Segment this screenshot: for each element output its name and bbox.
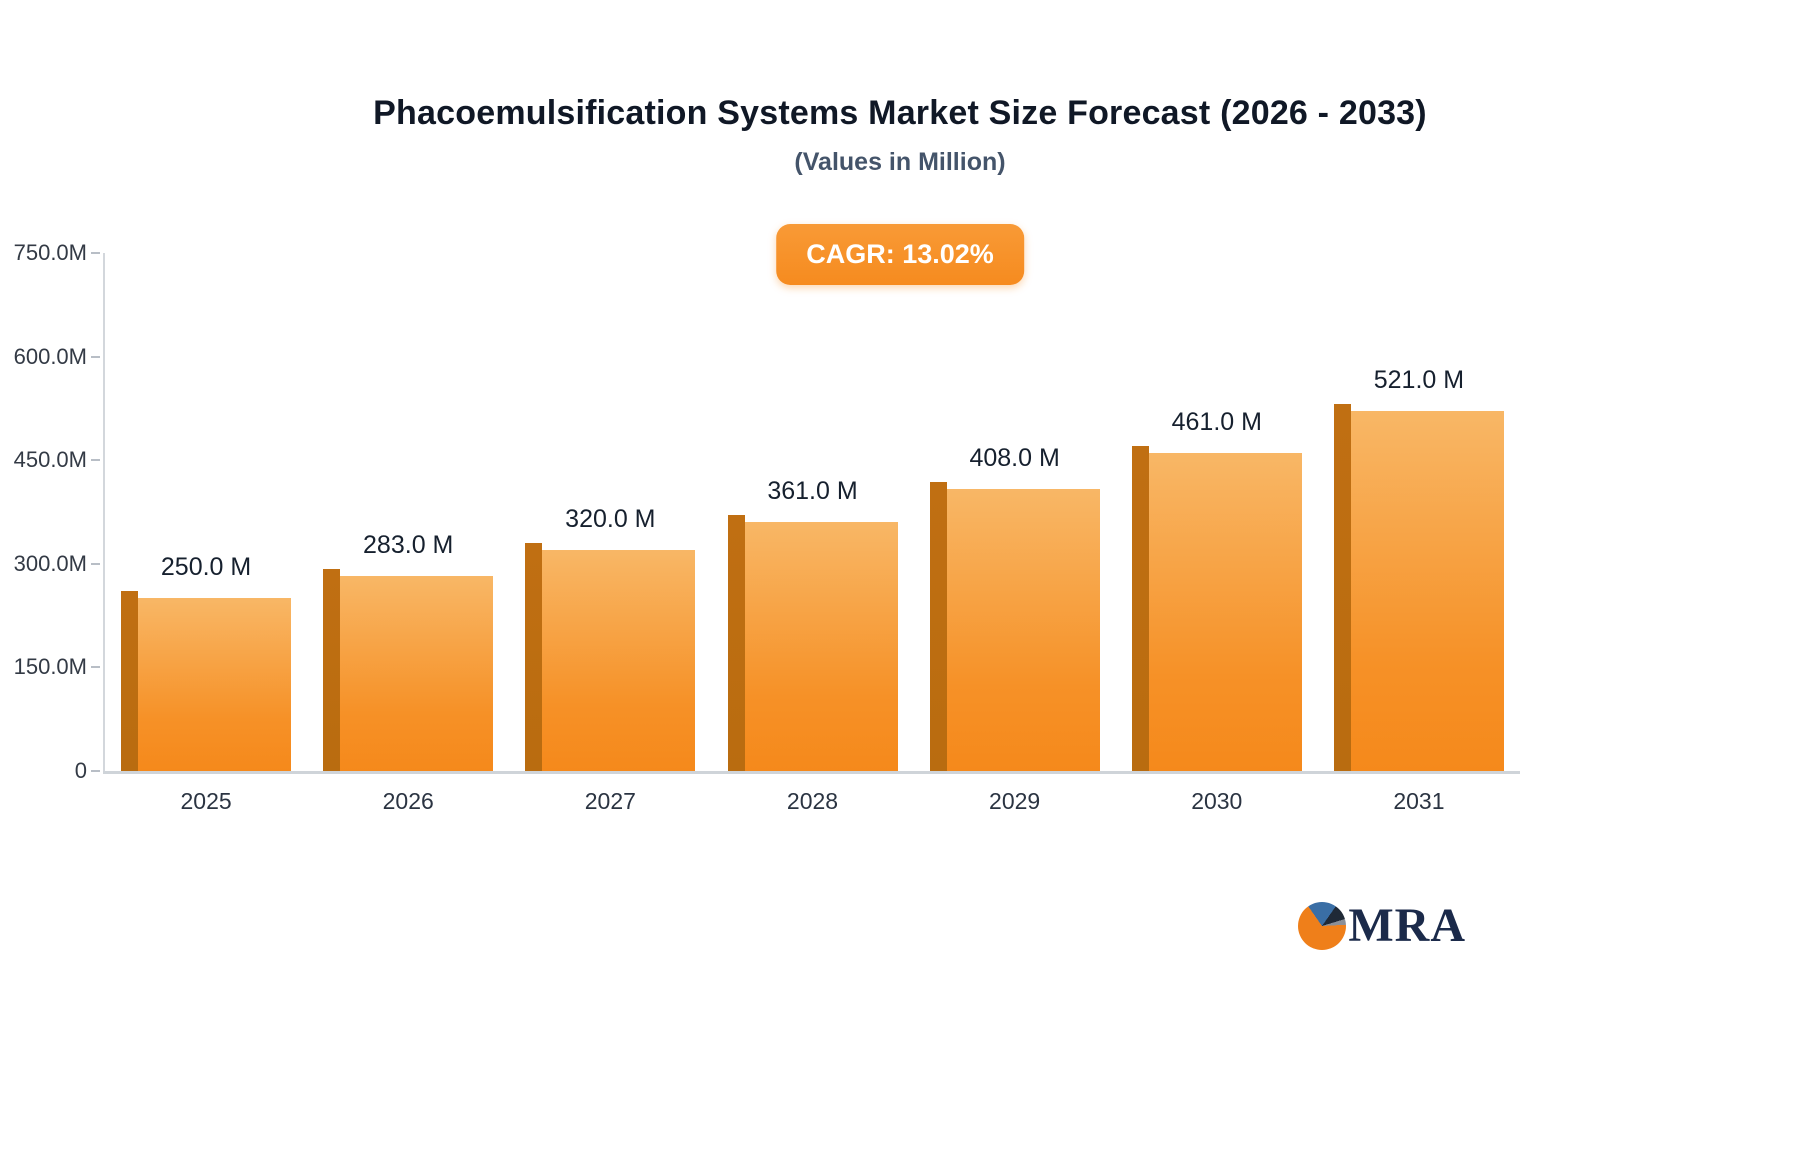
y-tick-mark xyxy=(91,562,100,565)
x-axis xyxy=(103,771,1520,774)
bar-side-face xyxy=(1131,445,1149,771)
y-tick-mark xyxy=(91,252,100,254)
bar-side-face xyxy=(1333,404,1351,771)
bar-side-face xyxy=(929,482,947,771)
plot-area: 0 150.0M 300.0M 450.0M 600.0M 750.0M 250.0 M 28… xyxy=(14,240,1520,783)
bar-value-label: 320.0 M xyxy=(565,505,656,533)
bar-front-face xyxy=(946,489,1100,771)
x-tick-label: 2029 xyxy=(989,788,1041,814)
bar-front-face xyxy=(744,521,898,771)
bar-value-label: 250.0 M xyxy=(160,553,252,582)
x-tick-label: 2027 xyxy=(584,788,636,814)
bar: 320.0 M xyxy=(525,505,696,771)
bar-front-face xyxy=(1350,411,1504,771)
x-tick-label: 2026 xyxy=(382,788,434,814)
bar: 250.0 M xyxy=(121,553,292,771)
x-tick-label: 2030 xyxy=(1191,788,1243,814)
bar-value-label: 408.0 M xyxy=(969,444,1060,473)
y-tick-label: 0 xyxy=(74,758,87,783)
y-tick-label: 450.0M xyxy=(13,447,87,473)
x-tick-label: 2031 xyxy=(1393,788,1445,814)
bar-front-face xyxy=(340,575,494,771)
x-tick-label: 2028 xyxy=(786,788,839,814)
bar: 283.0 M xyxy=(323,531,494,771)
bar-side-face xyxy=(727,514,745,771)
y-tick-label: 150.0M xyxy=(13,654,87,680)
bar-front-face xyxy=(542,550,696,771)
y-axis xyxy=(103,253,105,771)
bar-side-face xyxy=(525,543,543,771)
mra-logo: MRA xyxy=(1298,898,1466,953)
bar-side-face xyxy=(323,568,341,771)
y-tick-label: 750.0M xyxy=(13,240,87,265)
bar: 461.0 M xyxy=(1131,408,1302,771)
y-tick-mark xyxy=(91,459,100,462)
x-axis-labels: 2025 2026 2027 2028 2029 2030 2031 xyxy=(105,788,1520,820)
bar-front-face xyxy=(138,598,292,771)
cagr-badge: CAGR: 13.02% xyxy=(776,224,1024,285)
bar-value-label: 521.0 M xyxy=(1373,366,1465,395)
chart-title: Phacoemulsification Systems Market Size … xyxy=(373,94,1427,132)
bar: 408.0 M xyxy=(929,444,1100,771)
bar-value-label: 361.0 M xyxy=(767,476,858,505)
bar-side-face xyxy=(121,591,139,771)
y-tick-mark xyxy=(91,770,100,772)
mra-logo-icon xyxy=(1298,901,1347,950)
mra-logo-text: MRA xyxy=(1348,899,1466,952)
bar: 361.0 M xyxy=(727,477,898,771)
y-tick-label: 300.0M xyxy=(13,550,87,576)
bar-value-label: 461.0 M xyxy=(1171,407,1262,436)
y-tick-mark xyxy=(91,355,100,358)
y-tick-label: 600.0M xyxy=(13,343,87,369)
bar-value-label: 283.0 M xyxy=(363,530,454,559)
bar: 521.0 M xyxy=(1333,366,1504,771)
bar-front-face xyxy=(1148,452,1302,771)
y-tick-mark xyxy=(91,666,100,669)
chart-subtitle: (Values in Million) xyxy=(794,148,1006,176)
x-tick-label: 2025 xyxy=(180,788,232,814)
